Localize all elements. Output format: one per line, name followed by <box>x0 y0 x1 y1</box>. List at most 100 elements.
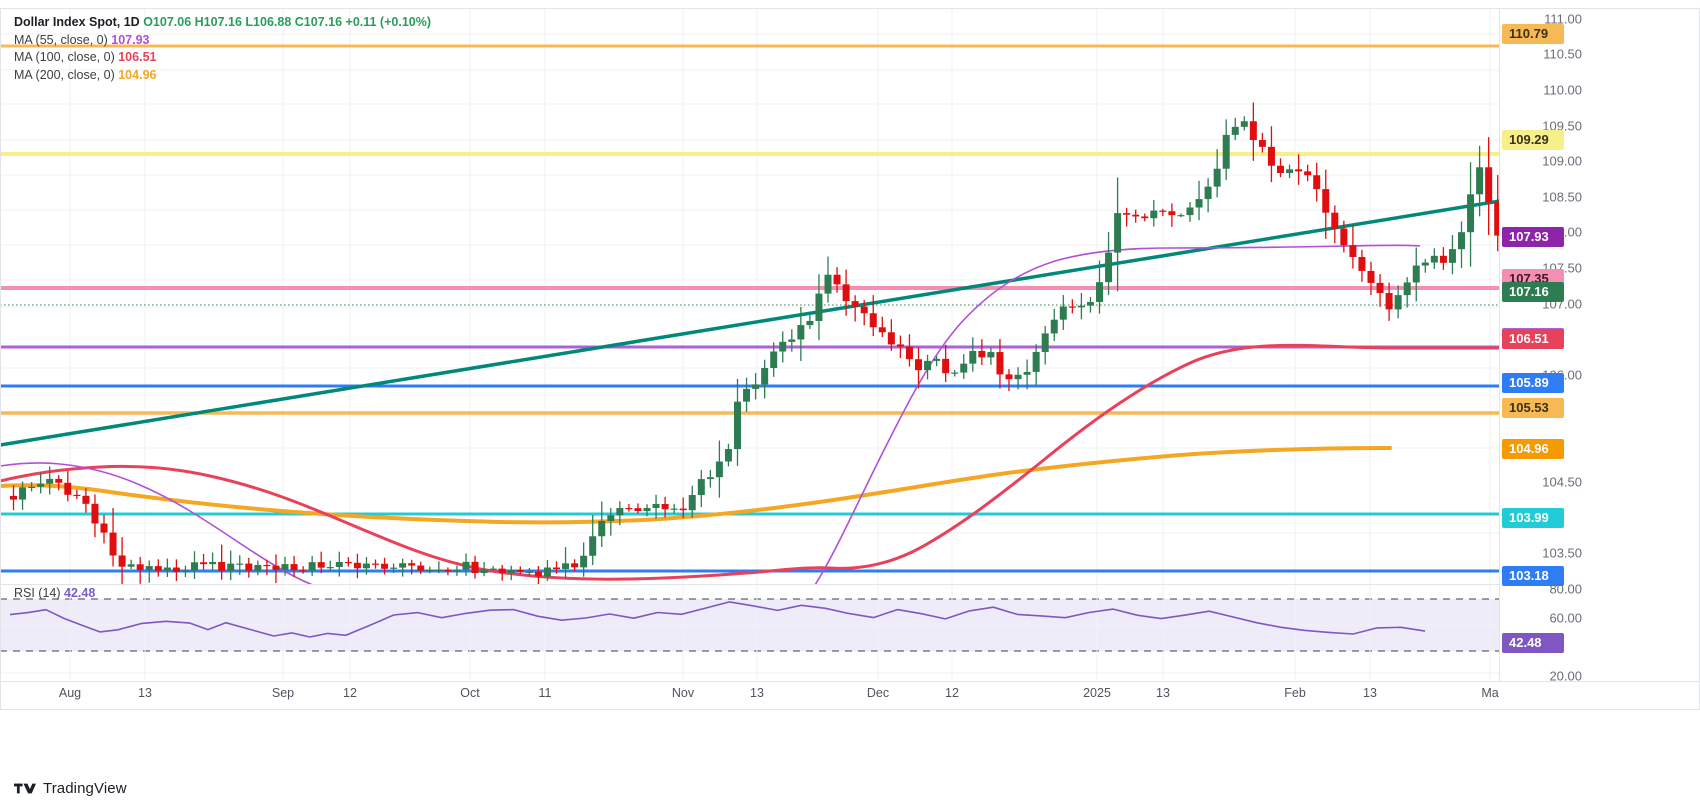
candle <box>136 564 144 571</box>
price-badge-last-price[interactable]: 107.16 <box>1502 282 1564 303</box>
frame-time-top <box>0 681 1700 682</box>
price-badge-support[interactable]: 105.53 <box>1502 398 1564 419</box>
trendline-teal[interactable] <box>0 199 1500 447</box>
legend-open: O107.06 <box>143 15 192 29</box>
candle <box>1367 270 1375 283</box>
candle <box>1132 214 1140 217</box>
price-badge-ma200[interactable]: 104.96 <box>1502 438 1564 459</box>
candle <box>788 339 796 342</box>
candle <box>1023 371 1031 375</box>
rsi-pane[interactable] <box>0 585 1500 680</box>
candle <box>390 567 398 569</box>
price-tick-109-50: 109.50 <box>1542 118 1582 134</box>
frame-pane-divider <box>0 584 1500 585</box>
time-tick-13: 13 <box>1363 686 1377 700</box>
candle <box>372 563 379 565</box>
candle <box>1240 121 1248 127</box>
price-badge-support[interactable]: 103.99 <box>1502 508 1564 529</box>
candle <box>290 564 298 571</box>
candle <box>1467 194 1475 233</box>
candle <box>254 564 262 571</box>
candle <box>860 306 868 314</box>
legend-symbol[interactable]: Dollar Index Spot, 1D <box>14 15 140 29</box>
candle <box>878 327 886 333</box>
price-tick-108-50: 108.50 <box>1542 189 1582 205</box>
candle <box>679 508 687 511</box>
rsi-legend-label[interactable]: RSI (14) <box>14 586 61 600</box>
time-axis[interactable]: Aug 13 Sep 12 Oct 11 Nov 13 Dec 12 2025 13 Feb 13 Ma <box>0 682 1500 710</box>
candle <box>172 567 180 573</box>
candle <box>353 562 361 569</box>
candle <box>697 479 705 496</box>
legend-ma55-label[interactable]: MA (55, close, 0) <box>14 32 108 47</box>
candle <box>453 569 461 572</box>
candle <box>299 570 307 572</box>
price-pane[interactable] <box>0 8 1500 585</box>
ma55-line-left <box>0 462 315 585</box>
price-axis[interactable]: 111.00110.50110.00109.50109.00108.50108.… <box>1500 8 1700 684</box>
candle <box>100 523 108 533</box>
time-tick-2: Sep <box>271 686 295 700</box>
price-badge-resistance[interactable]: 110.79 <box>1502 23 1564 44</box>
frame-left <box>0 8 1 710</box>
candle <box>589 536 597 556</box>
candle <box>1177 215 1185 217</box>
candle <box>1376 282 1384 294</box>
candle <box>498 568 506 573</box>
candle <box>236 563 244 565</box>
candle <box>64 482 72 495</box>
candle <box>1096 282 1103 303</box>
candle <box>824 274 832 294</box>
legend-ma200-label[interactable]: MA (200, close, 0) <box>14 67 115 82</box>
time-tick-6: Nov <box>671 686 695 700</box>
price-badge-resistance[interactable]: 109.29 <box>1502 130 1564 151</box>
candle <box>969 350 977 364</box>
candle <box>1114 213 1122 253</box>
price-tick-103-50: 103.50 <box>1542 545 1582 561</box>
candle <box>1086 302 1094 306</box>
rsi-current-badge[interactable]: 42.48 <box>1502 633 1564 654</box>
price-tick-111-00: 111.00 <box>1544 11 1582 27</box>
candle <box>715 461 723 478</box>
candle <box>82 495 90 504</box>
legend-ma200-row: MA (200, close, 0) 104.96 <box>14 67 431 84</box>
candle <box>1231 126 1239 135</box>
candle <box>1123 213 1131 215</box>
candle <box>1195 199 1203 208</box>
candle <box>933 358 941 361</box>
candle <box>281 564 289 570</box>
candle <box>181 570 189 573</box>
candle <box>1041 333 1049 352</box>
candle <box>272 565 280 570</box>
candle <box>1494 202 1500 236</box>
candle <box>335 561 343 568</box>
price-badge-ma100[interactable]: 106.51 <box>1502 328 1564 349</box>
price-tick-110-00: 110.00 <box>1543 82 1582 98</box>
candle <box>553 567 560 570</box>
horizontal-gridlines <box>0 33 1500 534</box>
candle <box>426 569 434 572</box>
candle <box>326 567 334 569</box>
price-tick-104-50: 104.50 <box>1542 474 1582 490</box>
candle <box>73 494 81 497</box>
tradingview-watermark: TradingView <box>14 780 127 797</box>
candle <box>381 563 389 569</box>
candle <box>525 571 533 573</box>
candle <box>1077 305 1085 308</box>
candle <box>1485 167 1493 203</box>
candle <box>915 359 922 371</box>
price-badge-support[interactable]: 105.89 <box>1502 372 1564 393</box>
candle <box>1313 175 1321 190</box>
legend-ma100-label[interactable]: MA (100, close, 0) <box>14 50 115 64</box>
rsi-chart-svg[interactable] <box>0 585 1500 680</box>
candle <box>191 562 198 571</box>
price-badge-ma55[interactable]: 107.93 <box>1502 227 1564 248</box>
legend-high: H107.16 <box>194 15 242 29</box>
price-chart-svg[interactable] <box>0 8 1500 585</box>
price-badge-support[interactable]: 103.18 <box>1502 565 1564 586</box>
candle <box>1430 255 1438 263</box>
time-tick-10: 2025 <box>1083 686 1111 700</box>
candle <box>435 569 443 571</box>
candle <box>91 503 99 524</box>
candlestick-series[interactable] <box>10 102 1500 585</box>
